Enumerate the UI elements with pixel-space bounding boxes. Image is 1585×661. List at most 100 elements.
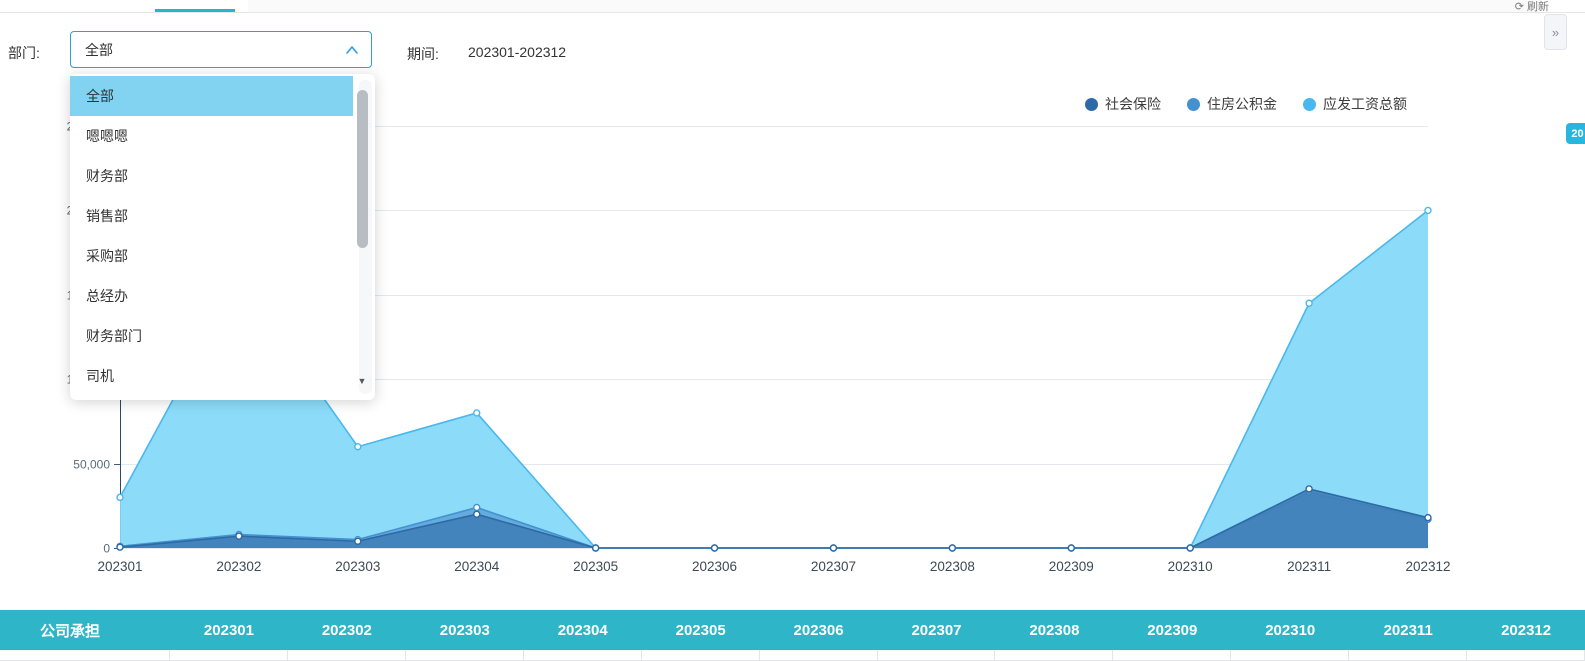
chevron-up-icon bbox=[346, 45, 358, 54]
table-body-cell bbox=[170, 650, 288, 661]
table-body-cell bbox=[287, 650, 406, 661]
legend-item[interactable]: 应发工资总额 bbox=[1303, 94, 1407, 114]
data-point bbox=[948, 544, 957, 552]
legend-label: 社会保险 bbox=[1105, 96, 1161, 112]
scroll-down-arrow-icon[interactable]: ▼ bbox=[357, 376, 367, 386]
table-header-rowlabel: 公司承担 bbox=[40, 622, 101, 640]
collapse-panel-button[interactable]: » bbox=[1544, 14, 1567, 50]
dropdown-item[interactable]: 采购部 bbox=[86, 248, 128, 264]
x-axis-label: 202311 bbox=[1287, 559, 1331, 574]
data-point bbox=[1424, 206, 1432, 215]
refresh-label: 刷新 bbox=[1527, 1, 1549, 13]
table-header-cell: 202305 bbox=[675, 621, 726, 639]
legend-label: 应发工资总额 bbox=[1323, 96, 1407, 112]
payroll-chart-svg: 050,000100,000150,000200,000250,00020230… bbox=[67, 120, 1451, 575]
series-area-社会保险 bbox=[120, 488, 1428, 548]
chart-legend: 社会保险 住房公积金 应发工资总额 bbox=[1085, 94, 1407, 114]
table-body-row bbox=[0, 650, 1585, 661]
x-axis-label: 202301 bbox=[97, 559, 142, 574]
side-period-badge[interactable]: 20 bbox=[1566, 123, 1585, 144]
data-point bbox=[1067, 544, 1075, 552]
dropdown-item[interactable]: 财务部 bbox=[86, 168, 128, 184]
table-header-cell: 202301 bbox=[203, 621, 254, 639]
legend-item[interactable]: 住房公积金 bbox=[1187, 94, 1277, 114]
department-select-value: 全部 bbox=[85, 41, 113, 58]
table-body-cell bbox=[1467, 650, 1585, 661]
x-axis-label: 202307 bbox=[811, 559, 856, 574]
table-header-cell: 202303 bbox=[439, 621, 490, 639]
table-header-cell: 202306 bbox=[793, 621, 844, 639]
x-axis-label: 202305 bbox=[573, 559, 618, 574]
period-value: 202301-202312 bbox=[468, 44, 567, 60]
chevrons-right-icon: » bbox=[1551, 24, 1560, 40]
data-point bbox=[473, 510, 481, 518]
table-body-cell bbox=[0, 650, 170, 661]
table-body-cell bbox=[641, 650, 760, 661]
data-point bbox=[591, 544, 600, 552]
data-point bbox=[829, 544, 838, 552]
table-body-cell bbox=[759, 650, 878, 661]
table-body-cell bbox=[877, 650, 996, 661]
legend-label: 住房公积金 bbox=[1207, 96, 1277, 112]
table-body-cell bbox=[405, 650, 524, 661]
x-axis-label: 202309 bbox=[1049, 559, 1094, 574]
x-axis-label: 202306 bbox=[692, 559, 737, 574]
table-header-cell: 202312 bbox=[1501, 621, 1552, 639]
data-point bbox=[354, 537, 362, 545]
table-body-cell bbox=[1113, 650, 1232, 661]
top-tab-strip bbox=[248, 0, 1540, 12]
payroll-chart: 050,000100,000150,000200,000250,00020230… bbox=[67, 120, 1451, 575]
company-burden-table: 公司承担 202301 202302 202303 202304 202305 202306… bbox=[0, 610, 1585, 661]
y-axis-label: 50,000 bbox=[73, 458, 110, 472]
refresh-icon: ⟳ bbox=[1514, 0, 1524, 13]
data-point bbox=[473, 503, 481, 512]
x-axis-label: 202302 bbox=[216, 559, 261, 574]
department-label: 部门: bbox=[8, 45, 40, 61]
table-body-cell bbox=[1349, 650, 1468, 661]
x-axis-label: 202304 bbox=[454, 559, 500, 574]
table-body-cell bbox=[1231, 650, 1350, 661]
department-select[interactable]: 全部 bbox=[70, 31, 372, 68]
dropdown-item[interactable]: 嗯嗯嗯 bbox=[86, 128, 128, 144]
dropdown-item[interactable]: 总经办 bbox=[86, 288, 128, 304]
dropdown-item[interactable]: 全部 bbox=[70, 76, 353, 116]
y-axis-label: 0 bbox=[103, 542, 110, 556]
table-body-cell bbox=[995, 650, 1114, 661]
dropdown-item[interactable]: 财务部门 bbox=[86, 328, 142, 344]
table-header-cell: 202308 bbox=[1029, 621, 1080, 639]
dropdown-item[interactable]: 司机 bbox=[86, 368, 114, 384]
data-point bbox=[1305, 485, 1313, 493]
department-dropdown-list: 全部嗯嗯嗯财务部销售部采购部总经办财务部门司机 bbox=[70, 76, 375, 396]
dropdown-item[interactable]: 销售部 bbox=[86, 208, 128, 224]
period-label: 期间: bbox=[407, 46, 439, 62]
data-point bbox=[710, 544, 719, 552]
x-axis-label: 202303 bbox=[335, 559, 380, 574]
dropdown-scrollbar-track[interactable]: ▼ bbox=[357, 80, 372, 394]
series-line-社会保险 bbox=[119, 488, 1429, 549]
legend-dot-icon bbox=[1085, 97, 1098, 111]
series-area-应发工资总额 bbox=[120, 210, 1428, 548]
table-body-cell bbox=[523, 650, 642, 661]
table-header-cell: 202302 bbox=[321, 621, 372, 639]
table-header-cell: 202310 bbox=[1265, 621, 1316, 639]
dropdown-scrollbar-thumb[interactable] bbox=[357, 90, 368, 248]
data-point bbox=[1186, 544, 1194, 552]
data-point bbox=[235, 532, 243, 540]
refresh-button[interactable]: ⟳ 刷新 bbox=[1515, 0, 1549, 14]
legend-dot-icon bbox=[1303, 97, 1316, 111]
table-header-cell: 202304 bbox=[557, 621, 608, 639]
data-point bbox=[473, 409, 481, 417]
data-point bbox=[1305, 299, 1313, 307]
data-point bbox=[116, 543, 124, 551]
x-axis-label: 202312 bbox=[1405, 559, 1450, 574]
data-point bbox=[354, 443, 362, 451]
table-header-cell: 202307 bbox=[911, 621, 962, 639]
table-header-row: 公司承担 202301 202302 202303 202304 202305 202306… bbox=[0, 610, 1585, 650]
department-dropdown: 全部嗯嗯嗯财务部销售部采购部总经办财务部门司机 ▼ bbox=[70, 74, 375, 400]
legend-dot-icon bbox=[1187, 97, 1200, 111]
legend-item[interactable]: 社会保险 bbox=[1085, 94, 1161, 114]
top-divider bbox=[0, 12, 1585, 13]
x-axis-label: 202308 bbox=[930, 559, 975, 574]
data-point bbox=[116, 493, 124, 502]
table-header-cell: 202309 bbox=[1147, 621, 1198, 639]
